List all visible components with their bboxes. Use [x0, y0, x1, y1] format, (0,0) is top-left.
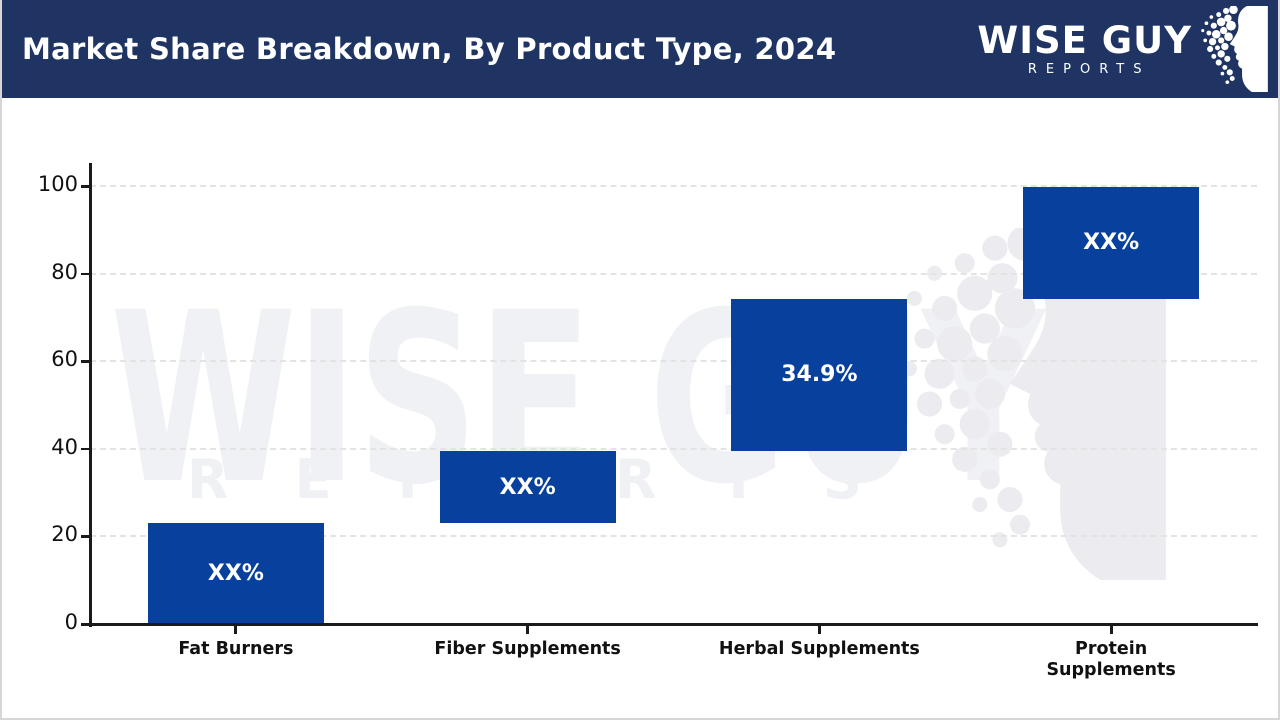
bar-text: XX% [207, 561, 264, 587]
bar: XX% [439, 451, 616, 524]
y-tick-mark [81, 272, 90, 276]
bar: XX% [1023, 187, 1200, 299]
gridline [90, 360, 1257, 363]
y-tick-label-text: 20 [51, 522, 78, 547]
chart-title: Market Share Breakdown, By Product Type,… [22, 32, 837, 66]
y-tick-mark [81, 623, 90, 626]
bar-text: XX% [1083, 230, 1140, 256]
x-tick-mark [817, 626, 821, 634]
x-axis-line [89, 623, 1258, 626]
x-category-label-text: Fat Burners [178, 639, 294, 659]
gridline [90, 185, 1257, 187]
y-tick-mark [81, 185, 90, 188]
bar: 34.9% [731, 298, 908, 452]
bar-text: 34.9% [781, 362, 858, 388]
gridline [90, 535, 1257, 538]
y-tick-mark [81, 360, 90, 363]
x-category-label: Fiber Supplements [413, 639, 643, 660]
y-tick-label-text: 40 [51, 434, 78, 459]
x-category-label-text: Herbal Supplements [718, 639, 920, 659]
x-category-label: Herbal Supplements [704, 639, 934, 660]
y-tick-label: 0 [16, 610, 78, 634]
y-tick-label-text: 80 [51, 259, 78, 284]
x-tick-mark [234, 626, 238, 634]
y-tick-label: 40 [16, 435, 78, 459]
bar: XX% [147, 523, 324, 624]
brand-logo: WISE GUY REPORTS [977, 6, 1268, 92]
y-tick-label-text: 60 [51, 347, 78, 372]
y-tick-mark [81, 535, 90, 538]
y-tick-label: 80 [16, 260, 78, 284]
x-category-label: Fat Burners [121, 639, 351, 660]
y-tick-mark [81, 447, 90, 451]
y-tick-label: 100 [16, 172, 78, 196]
x-category-label: Protein Supplements [996, 639, 1226, 682]
x-category-label-text: Protein Supplements [1046, 639, 1176, 681]
brand-logo-text: WISE GUY REPORTS [977, 22, 1192, 77]
x-tick-mark [526, 626, 530, 634]
bar-text: XX% [499, 474, 556, 500]
x-category-label-text: Fiber Supplements [434, 639, 621, 659]
brand-subtitle: REPORTS [1027, 61, 1151, 77]
y-axis-line [89, 163, 92, 627]
y-tick-label: 60 [16, 347, 78, 371]
gridline [90, 272, 1257, 275]
y-tick-label-text: 0 [64, 610, 78, 634]
y-tick-label-text: 100 [37, 172, 78, 196]
x-tick-mark [1109, 626, 1113, 634]
dotted-face-logo-icon [1194, 6, 1268, 92]
gridline [90, 447, 1257, 450]
y-tick-label: 20 [16, 522, 78, 546]
brand-name: WISE GUY [977, 18, 1192, 62]
header-bar: Market Share Breakdown, By Product Type,… [2, 0, 1278, 98]
